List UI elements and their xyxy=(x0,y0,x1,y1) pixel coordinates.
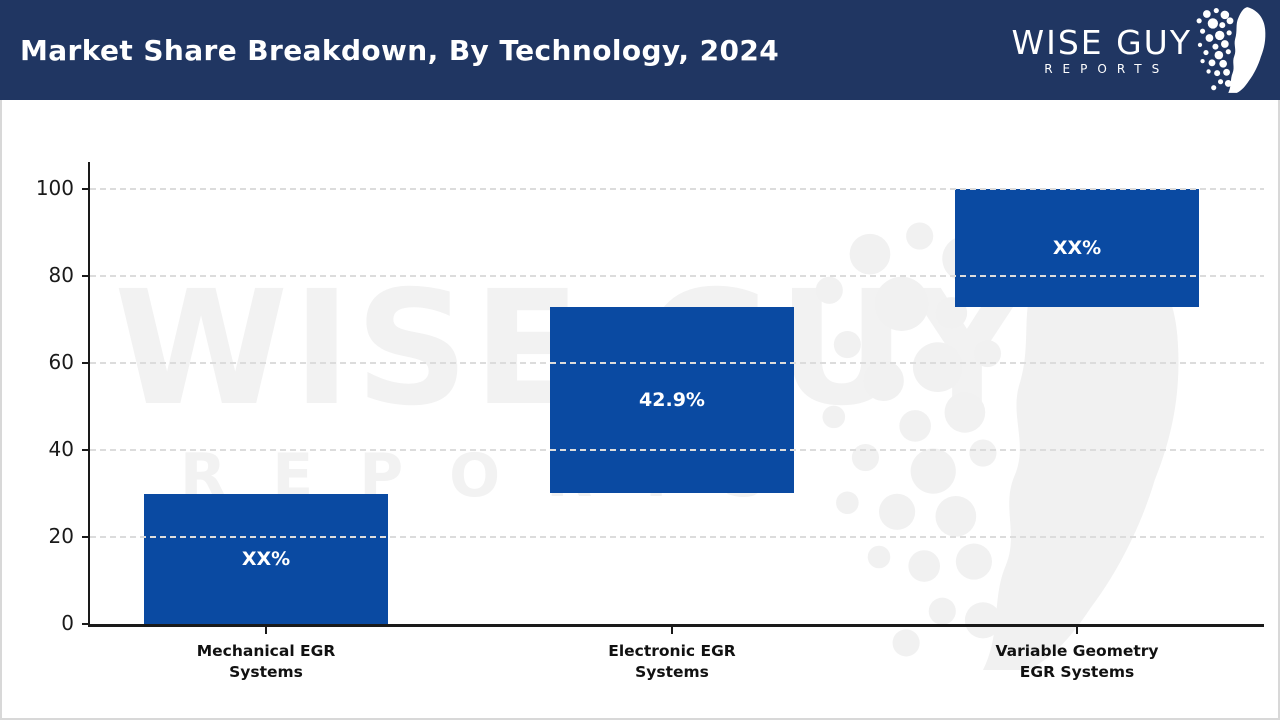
x-category-label: Mechanical EGR Systems xyxy=(196,642,336,681)
x-axis-line xyxy=(88,624,1264,627)
header-bar: Market Share Breakdown, By Technology, 2… xyxy=(0,0,1280,100)
y-tick-label: 60 xyxy=(48,350,74,374)
bar-value-label: 42.9% xyxy=(639,389,705,412)
y-tick-label: 40 xyxy=(48,437,74,461)
chart-area: WISE GUY REPORTS 0 20 40 60 80 100 XX% Mechanic… xyxy=(0,100,1280,720)
bar-segment xyxy=(955,189,1199,307)
logo-text: WISE GUY REPORTS xyxy=(1011,26,1192,75)
x-category-label: Electronic EGR Systems xyxy=(608,642,736,681)
y-tick-label: 20 xyxy=(48,524,74,548)
x-tick-mark xyxy=(671,627,673,634)
gridline xyxy=(90,188,1264,190)
x-category-label: Variable Geometry EGR Systems xyxy=(995,642,1159,681)
plot-area: WISE GUY REPORTS 0 20 40 60 80 100 XX% Mechanic… xyxy=(2,100,1278,718)
gridline xyxy=(90,536,1264,538)
gridline xyxy=(90,362,1264,364)
y-tick-mark xyxy=(82,188,90,190)
y-tick-mark xyxy=(82,536,90,538)
logo-brand-name: WISE GUY xyxy=(1011,22,1192,62)
y-tick-label: 80 xyxy=(48,263,74,287)
y-tick-label: 100 xyxy=(35,176,74,200)
bar-value-label: XX% xyxy=(241,547,291,570)
bar-segment xyxy=(550,306,794,494)
wise-guy-reports-logo: WISE GUY REPORTS xyxy=(1011,7,1266,93)
bar-value-label: XX% xyxy=(1052,236,1102,259)
face-profile-icon xyxy=(1196,7,1266,93)
y-tick-label: 0 xyxy=(61,611,74,635)
x-tick-mark xyxy=(1076,627,1078,634)
logo-brand-sub: REPORTS xyxy=(1044,61,1170,76)
y-tick-mark xyxy=(82,449,90,451)
page-title: Market Share Breakdown, By Technology, 2… xyxy=(20,33,780,67)
gridline xyxy=(90,449,1264,451)
x-tick-mark xyxy=(265,627,267,634)
y-tick-mark xyxy=(82,275,90,277)
y-tick-mark xyxy=(82,362,90,364)
y-tick-mark xyxy=(82,623,90,625)
y-axis-line xyxy=(88,162,90,627)
bar-segment xyxy=(144,493,388,624)
gridline xyxy=(90,275,1264,277)
